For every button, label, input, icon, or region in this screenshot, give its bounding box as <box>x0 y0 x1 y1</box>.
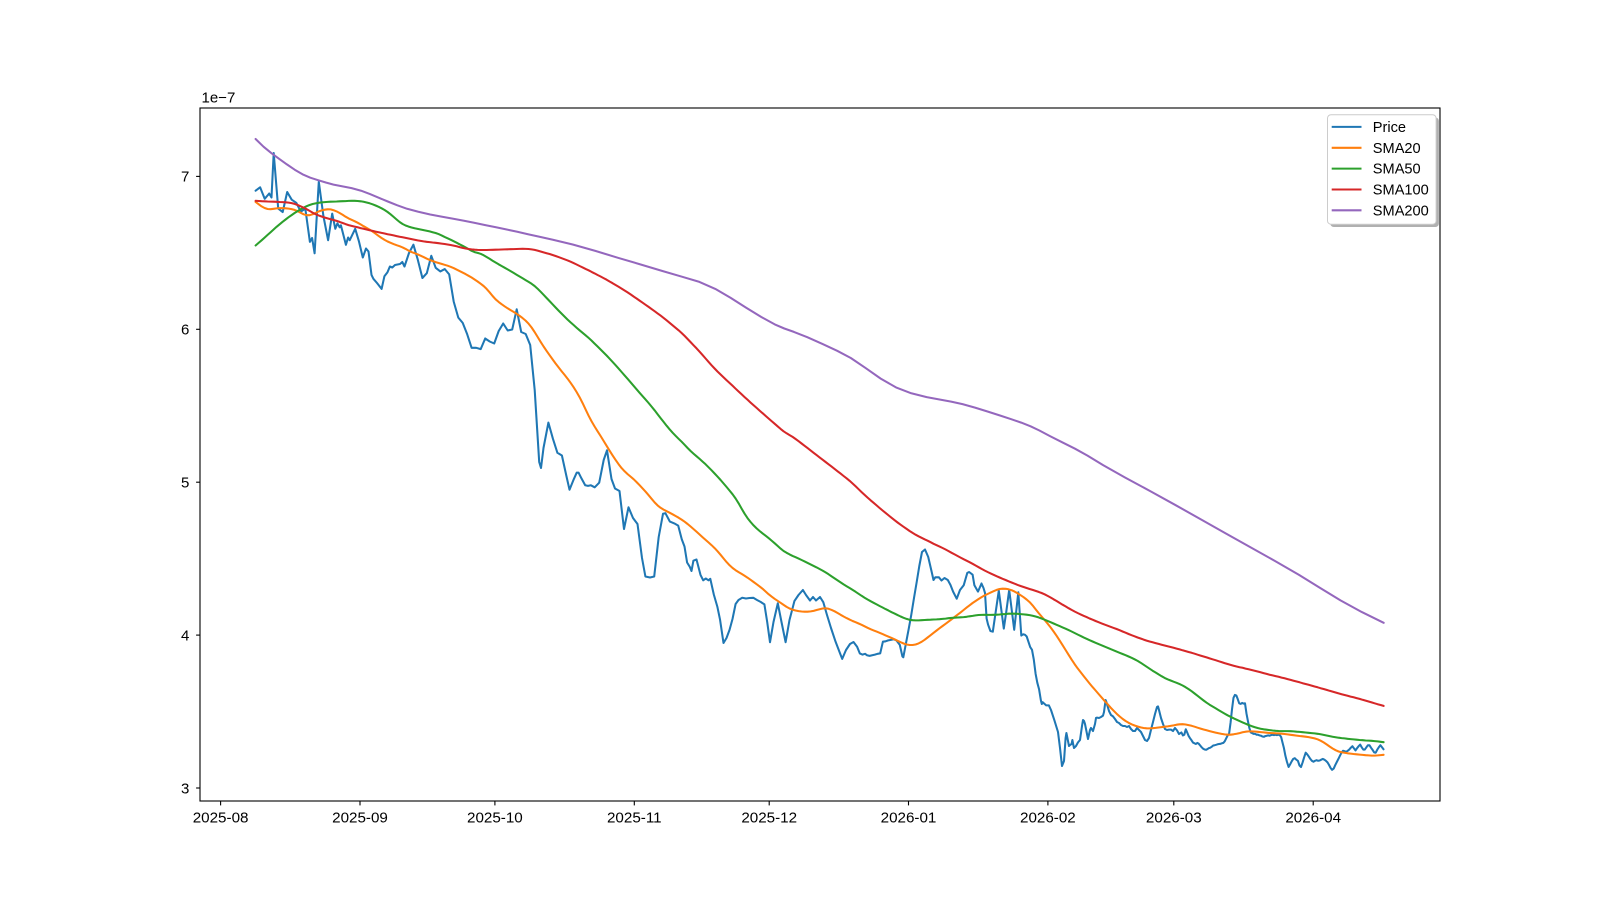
svg-text:2025-08: 2025-08 <box>193 809 249 826</box>
svg-text:7: 7 <box>181 169 189 186</box>
svg-text:Price: Price <box>1373 120 1406 136</box>
svg-text:2025-11: 2025-11 <box>607 809 662 826</box>
svg-text:3: 3 <box>181 780 189 797</box>
svg-text:4: 4 <box>181 627 189 644</box>
svg-text:6: 6 <box>181 322 189 339</box>
svg-text:2026-04: 2026-04 <box>1285 809 1341 826</box>
svg-text:2025-12: 2025-12 <box>741 809 797 826</box>
svg-text:SMA200: SMA200 <box>1373 203 1429 219</box>
svg-text:2026-01: 2026-01 <box>881 809 937 826</box>
svg-text:5: 5 <box>181 475 189 492</box>
svg-text:2026-03: 2026-03 <box>1146 809 1202 826</box>
svg-text:SMA100: SMA100 <box>1373 183 1429 199</box>
svg-text:2025-10: 2025-10 <box>467 809 523 826</box>
svg-text:SMA50: SMA50 <box>1373 162 1421 178</box>
svg-text:2025-09: 2025-09 <box>332 809 388 826</box>
svg-text:2026-02: 2026-02 <box>1020 809 1076 826</box>
svg-text:SMA20: SMA20 <box>1373 141 1421 157</box>
svg-text:1e−7: 1e−7 <box>202 89 236 106</box>
